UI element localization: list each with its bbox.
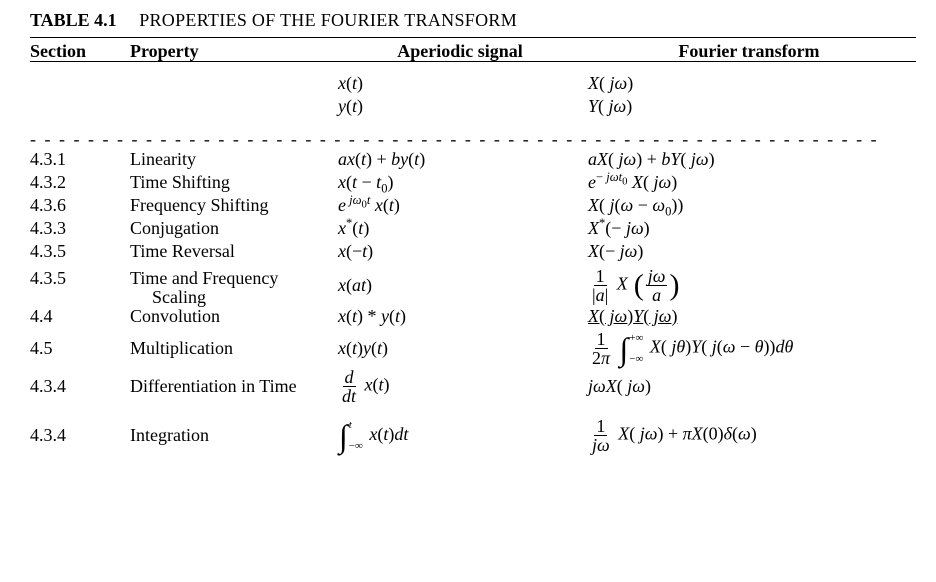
header-fourier: Fourier transform (588, 42, 916, 61)
sec-mult: 4.5 (30, 339, 130, 358)
row-linearity: 4.3.1 Linearity ax(t) + by(t) aX( jω) + … (30, 150, 916, 173)
sig-diff: ddt x(t) (338, 368, 588, 405)
ft-freq-shift: X( j(ω − ω0)) (588, 196, 916, 215)
sig-int: ∫ t−∞ x(t)dt (338, 420, 588, 452)
sig-time-shift: x(t − t0) (338, 173, 588, 192)
name-scaling-l2: Scaling (130, 288, 332, 307)
row-scaling: 4.3.5 Time and Frequency Scaling x(at) 1… (30, 265, 916, 307)
row-freq-shift: 4.3.6 Frequency Shifting e jω0t x(t) X( … (30, 196, 916, 219)
sig-conv: x(t) * y(t) (338, 307, 588, 326)
row-time-reversal: 4.3.5 Time Reversal x(−t) X(− jω) (30, 242, 916, 265)
name-linearity: Linearity (130, 150, 338, 169)
sig-trev: x(−t) (338, 242, 588, 261)
sec-int: 4.3.4 (30, 426, 130, 445)
sec-scaling: 4.3.5 (30, 265, 130, 288)
ft-trev: X(− jω) (588, 242, 916, 261)
legend-sig-x: x(t) (338, 74, 588, 93)
ft-mult: 12π ∫ +∞−∞ X( jθ)Y( j(ω − θ))dθ (588, 330, 916, 367)
table-title-line: TABLE 4.1 PROPERTIES OF THE FOURIER TRAN… (30, 10, 916, 31)
legend-row-x: x(t) X( jω) (30, 74, 916, 97)
row-time-shift: 4.3.2 Time Shifting x(t − t0) e− jωt0 X(… (30, 173, 916, 196)
sec-conv: 4.4 (30, 307, 130, 326)
row-integration: 4.3.4 Integration ∫ t−∞ x(t)dt 1jω X( jω… (30, 414, 916, 458)
sig-linearity: ax(t) + by(t) (338, 150, 588, 169)
ft-conj: X*(− jω) (588, 219, 916, 238)
legend-row-y: y(t) Y( jω) (30, 97, 916, 120)
top-rule (30, 37, 916, 38)
header-aperiodic: Aperiodic signal (338, 42, 588, 61)
sec-trev: 4.3.5 (30, 242, 130, 261)
sig-conj: x*(t) (338, 219, 588, 238)
name-conv: Convolution (130, 307, 338, 326)
row-multiplication: 4.5 Multiplication x(t)y(t) 12π ∫ +∞−∞ X… (30, 330, 916, 368)
row-conjugation: 4.3.3 Conjugation x*(t) X*(− jω) (30, 219, 916, 242)
sig-scaling: x(at) (338, 276, 588, 295)
ft-time-shift: e− jωt0 X( jω) (588, 173, 916, 192)
name-mult: Multiplication (130, 339, 338, 358)
legend-ft-x: X( jω) (588, 74, 916, 93)
ft-linearity: aX( jω) + bY( jω) (588, 150, 916, 169)
name-trev: Time Reversal (130, 242, 338, 261)
legend-ft-y: Y( jω) (588, 97, 916, 116)
fourier-properties-table: TABLE 4.1 PROPERTIES OF THE FOURIER TRAN… (0, 0, 936, 458)
name-time-shift: Time Shifting (130, 173, 338, 192)
sec-freq-shift: 4.3.6 (30, 196, 130, 215)
header-property: Property (130, 42, 338, 61)
sec-diff: 4.3.4 (30, 377, 130, 396)
sig-mult: x(t)y(t) (338, 339, 588, 358)
sig-freq-shift: e jω0t x(t) (338, 196, 588, 215)
dashed-separator: - - - - - - - - - - - - - - - - - - - - … (30, 130, 916, 146)
name-int: Integration (130, 426, 338, 445)
ft-conv: X( jω)Y( jω) (588, 307, 916, 326)
table-title: PROPERTIES OF THE FOURIER TRANSFORM (139, 10, 517, 30)
name-scaling-l1: Time and Frequency (130, 268, 278, 288)
table-number: TABLE 4.1 (30, 10, 117, 30)
name-scaling: Time and Frequency Scaling (130, 265, 338, 307)
sec-linearity: 4.3.1 (30, 150, 130, 169)
sec-time-shift: 4.3.2 (30, 173, 130, 192)
legend-sig-y: y(t) (338, 97, 588, 116)
header-section: Section (30, 42, 130, 61)
name-diff: Differentiation in Time (130, 377, 338, 396)
column-headers: Section Property Aperiodic signal Fourie… (30, 42, 916, 61)
name-conj: Conjugation (130, 219, 338, 238)
sec-conj: 4.3.3 (30, 219, 130, 238)
ft-diff: jωX( jω) (588, 377, 916, 396)
ft-scaling: 1|a| X( jωa) (588, 267, 916, 304)
ft-int: 1jω X( jω) + πX(0)δ(ω) (588, 417, 916, 454)
header-rule (30, 61, 916, 62)
row-diff: 4.3.4 Differentiation in Time ddt x(t) j… (30, 368, 916, 406)
name-freq-shift: Frequency Shifting (130, 196, 338, 215)
row-convolution: 4.4 Convolution x(t) * y(t) X( jω)Y( jω) (30, 307, 916, 330)
